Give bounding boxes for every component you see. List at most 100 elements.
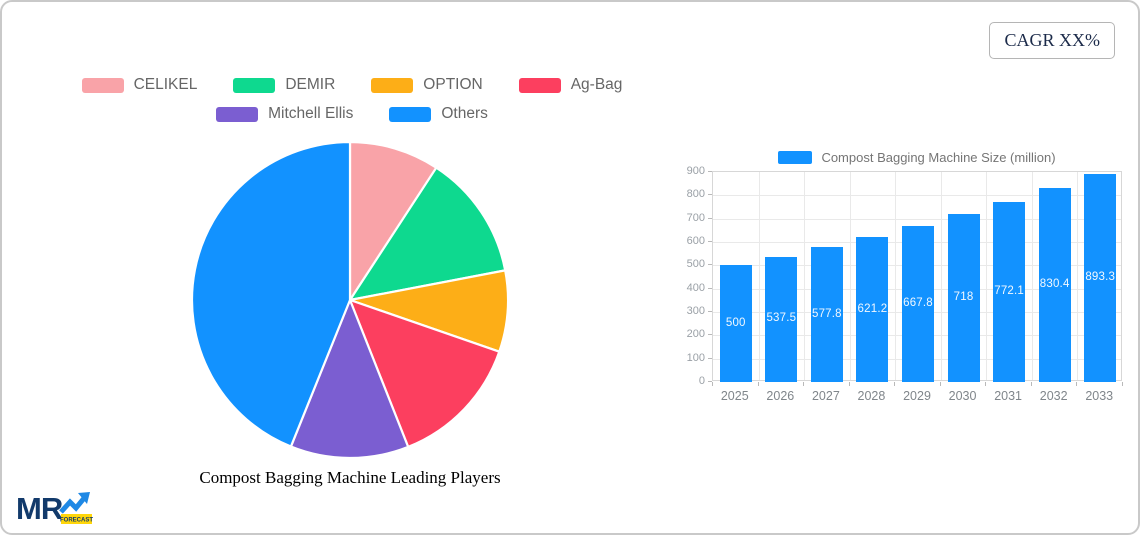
pie-chart-title: Compost Bagging Machine Leading Players xyxy=(199,468,501,487)
pie-slice-celikel xyxy=(348,140,438,302)
y-axis-tick-label: 900 xyxy=(686,165,705,177)
legend-item-demir: DEMIR xyxy=(233,76,335,94)
legend-item-option: OPTION xyxy=(371,76,483,94)
bar-2029: 667.8 xyxy=(902,226,934,382)
legend-item-others: Others xyxy=(389,105,488,123)
x-axis-tick-label: 2032 xyxy=(1039,389,1068,403)
bar-legend-label: Compost Bagging Machine Size (million) xyxy=(821,150,1056,165)
y-axis-tick xyxy=(708,311,712,312)
legend-label: CELIKEL xyxy=(133,76,198,93)
legend-swatch xyxy=(389,106,432,122)
y-axis-tick xyxy=(708,334,712,336)
legend-item-celikel: CELIKEL xyxy=(81,76,198,94)
pie-slice-others xyxy=(190,140,352,448)
legend-swatch xyxy=(216,106,259,122)
legend-label: DEMIR xyxy=(285,76,336,93)
y-axis-tick-label: 200 xyxy=(686,328,705,341)
legend-label: Mitchell Ellis xyxy=(268,105,354,122)
bar-value-label: 667.8 xyxy=(903,297,933,310)
logo-subtext: FORECAST xyxy=(60,518,93,524)
x-axis-tick-label: 2027 xyxy=(811,389,840,403)
gridline xyxy=(713,218,1121,220)
gridline xyxy=(986,172,988,380)
x-axis-tick-label: 2033 xyxy=(1085,389,1114,403)
gridline xyxy=(804,172,806,380)
y-axis-tick xyxy=(708,264,712,266)
bar-2028: 621.2 xyxy=(856,237,889,382)
bar-value-label: 718 xyxy=(953,291,974,304)
bar-chart: Compost Bagging Machine Size (million) 5… xyxy=(687,144,1137,414)
bar-value-label: 537.5 xyxy=(766,312,797,325)
bar-2026: 537.5 xyxy=(765,256,798,382)
y-axis-tick-label: 800 xyxy=(686,188,705,201)
bar-value-label: 893.3 xyxy=(1085,270,1116,283)
legend-swatch xyxy=(371,77,414,93)
bar-2032: 830.4 xyxy=(1038,188,1071,382)
y-axis-tick-label: 100 xyxy=(686,351,705,364)
x-axis-tick-label: 2031 xyxy=(994,389,1023,403)
y-axis-tick-label: 600 xyxy=(686,235,705,247)
legend-swatch xyxy=(81,77,124,93)
x-axis-tick-label: 2030 xyxy=(948,389,977,403)
x-axis-tick xyxy=(848,382,850,386)
bar-chart-legend: Compost Bagging Machine Size (million) xyxy=(697,150,1137,165)
y-axis-tick xyxy=(708,217,712,219)
y-axis-tick xyxy=(708,194,712,196)
x-axis-tick xyxy=(985,382,987,386)
bar-2031: 772.1 xyxy=(993,201,1026,382)
x-axis-tick xyxy=(1122,382,1123,386)
legend-item-mitchell-ellis: Mitchell Ellis xyxy=(216,105,353,123)
legend-label: OPTION xyxy=(423,76,483,93)
y-axis-tick-label: 300 xyxy=(686,305,705,317)
bar-legend-swatch xyxy=(778,151,813,164)
x-axis-tick xyxy=(757,382,759,386)
bar-value-label: 772.1 xyxy=(994,284,1024,297)
mr-forecast-logo: MR FORECAST xyxy=(16,491,93,526)
gridline xyxy=(940,172,942,380)
x-axis-tick xyxy=(939,382,941,386)
gridline xyxy=(895,172,897,380)
gridline xyxy=(849,172,851,380)
y-axis-tick-label: 500 xyxy=(686,258,705,271)
y-axis-tick xyxy=(708,287,712,289)
x-axis-tick-label: 2029 xyxy=(903,389,931,403)
x-axis-tick-label: 2025 xyxy=(720,389,749,403)
y-axis-tick xyxy=(708,357,712,359)
y-axis-tick-label: 400 xyxy=(686,281,705,294)
bar-2027: 577.8 xyxy=(810,247,843,382)
bar-value-label: 621.2 xyxy=(857,302,888,315)
x-axis-tick xyxy=(803,382,805,386)
bar-value-label: 500 xyxy=(725,316,746,329)
y-axis-tick xyxy=(708,381,712,382)
gridline xyxy=(1031,172,1033,380)
bar-value-label: 577.8 xyxy=(811,307,842,320)
x-axis-tick xyxy=(712,382,713,386)
x-axis-tick-label: 2026 xyxy=(766,389,795,403)
pie-chart xyxy=(190,140,510,460)
legend-label: Others xyxy=(441,105,488,122)
cagr-label: CAGR XX% xyxy=(1004,30,1100,50)
y-axis-tick-label: 700 xyxy=(686,211,705,224)
bar-2033: 893.3 xyxy=(1084,173,1117,382)
cagr-badge: CAGR XX% xyxy=(989,22,1115,59)
gridline xyxy=(1077,172,1079,380)
pie-legend: CELIKEL DEMIR OPTION Ag-Bag Mitchell Ellis Ot… xyxy=(62,76,642,123)
pie-slice-ag-bag xyxy=(348,298,501,448)
bar-2025: 500 xyxy=(719,265,752,382)
x-axis-tick xyxy=(1076,382,1078,386)
y-axis-tick xyxy=(708,171,712,172)
gridline xyxy=(713,195,1121,197)
legend-swatch xyxy=(518,77,561,93)
gridline xyxy=(758,172,760,380)
legend-label: Ag-Bag xyxy=(570,76,623,93)
bar-plot-area: 500 537.5 577.8 621.2 667.8 718 772.1 830.4 893.… xyxy=(712,171,1122,382)
pie-slice-demir xyxy=(348,166,507,302)
bar-2030: 718 xyxy=(947,214,980,382)
y-axis-tick xyxy=(708,241,712,242)
x-axis-tick xyxy=(1030,382,1032,386)
logo-tag-bg xyxy=(61,514,92,524)
legend-swatch xyxy=(233,77,276,93)
x-axis-tick-label: 2028 xyxy=(857,389,886,403)
pie-slice-mitchell-ellis xyxy=(289,298,410,460)
y-axis-tick-label: 0 xyxy=(698,375,705,387)
